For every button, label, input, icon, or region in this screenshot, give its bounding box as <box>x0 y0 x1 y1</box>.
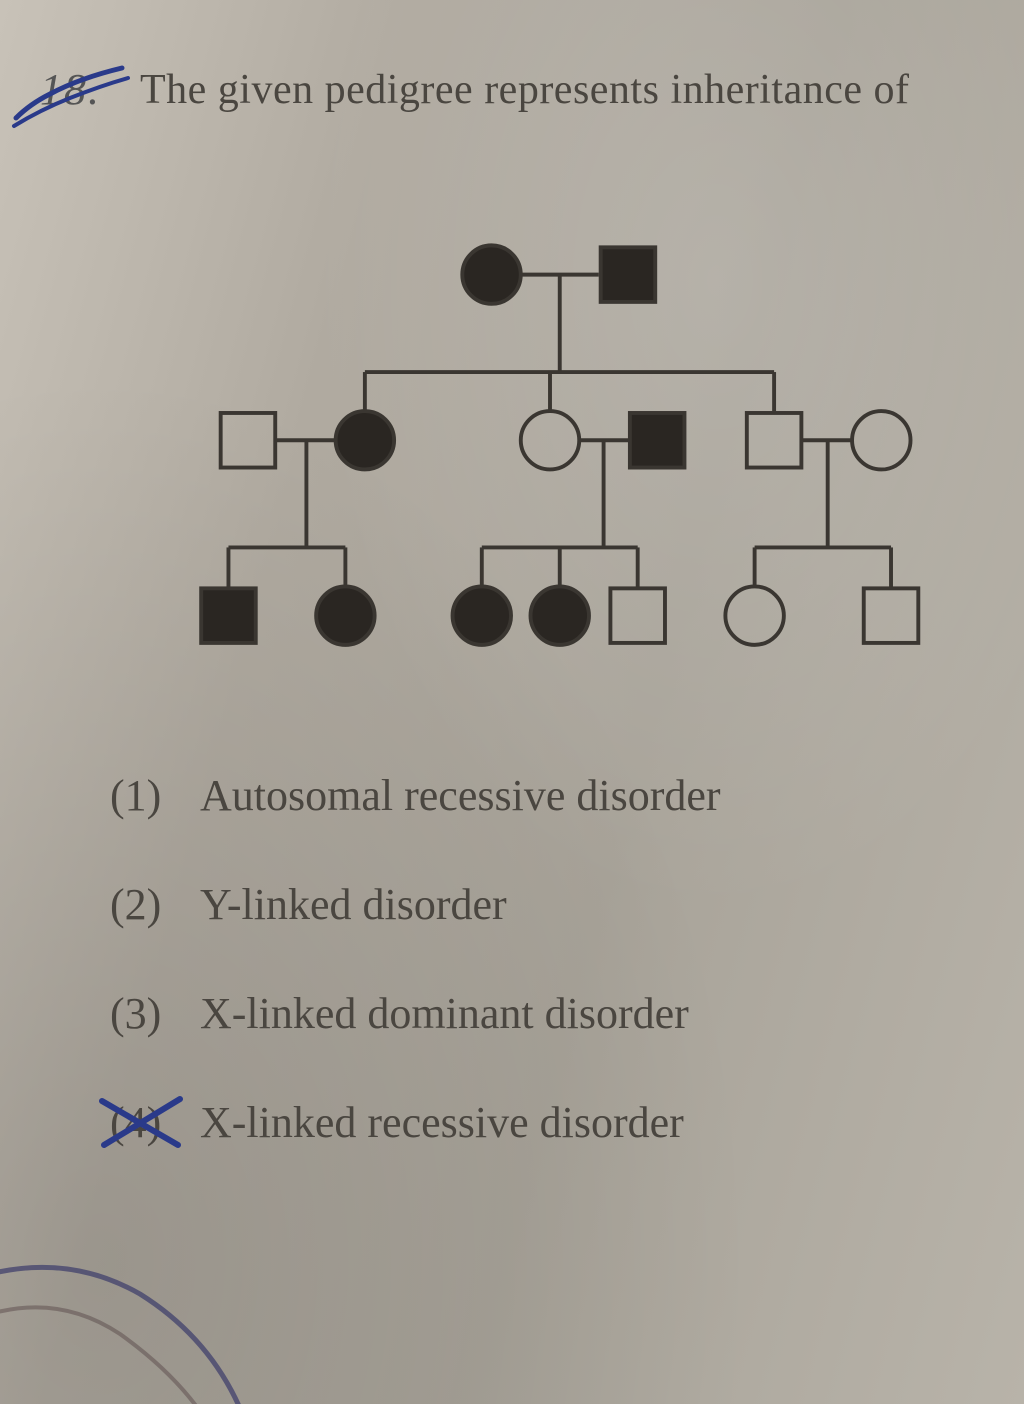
options-list: (1) Autosomal recessive disorder (2) Y-l… <box>110 770 970 1206</box>
pedigree-male-affected <box>201 588 256 643</box>
pedigree-female-affected <box>531 586 589 644</box>
option-text: Y-linked disorder <box>200 879 507 930</box>
pedigree-male-unaffected <box>747 413 802 468</box>
option-text: X-linked dominant disorder <box>200 988 689 1039</box>
page: 18. The given pedigree represents inheri… <box>0 0 1024 1404</box>
pedigree-female-unaffected <box>725 586 783 644</box>
pedigree-female-unaffected <box>521 411 579 469</box>
pedigree-svg <box>170 170 930 730</box>
pedigree-female-affected <box>336 411 394 469</box>
option-text: X-linked recessive disorder <box>200 1097 684 1148</box>
option-text: Autosomal recessive disorder <box>200 770 721 821</box>
option-number: (1) <box>110 770 200 821</box>
pedigree-male-affected <box>601 247 656 302</box>
pedigree-female-affected <box>453 586 511 644</box>
pedigree-female-unaffected <box>852 411 910 469</box>
pedigree-male-affected <box>630 413 685 468</box>
pedigree-female-affected <box>462 245 520 303</box>
pedigree-male-unaffected <box>221 413 276 468</box>
option-number: (3) <box>110 988 200 1039</box>
option-2: (2) Y-linked disorder <box>110 879 970 930</box>
option-4: (4) X-linked recessive disorder <box>110 1097 970 1148</box>
page-edge-curve-icon <box>0 1234 270 1404</box>
pedigree-female-affected <box>316 586 374 644</box>
pedigree-male-unaffected <box>864 588 919 643</box>
option-3: (3) X-linked dominant disorder <box>110 988 970 1039</box>
question-number-struck: 18. <box>10 60 130 120</box>
option-1: (1) Autosomal recessive disorder <box>110 770 970 821</box>
pedigree-male-unaffected <box>610 588 665 643</box>
option-number: (2) <box>110 879 200 930</box>
strike-mark-icon <box>10 60 130 130</box>
pedigree-chart <box>170 170 930 730</box>
option-number: (4) <box>110 1097 200 1148</box>
question-text: The given pedigree represents inheritanc… <box>140 66 910 114</box>
